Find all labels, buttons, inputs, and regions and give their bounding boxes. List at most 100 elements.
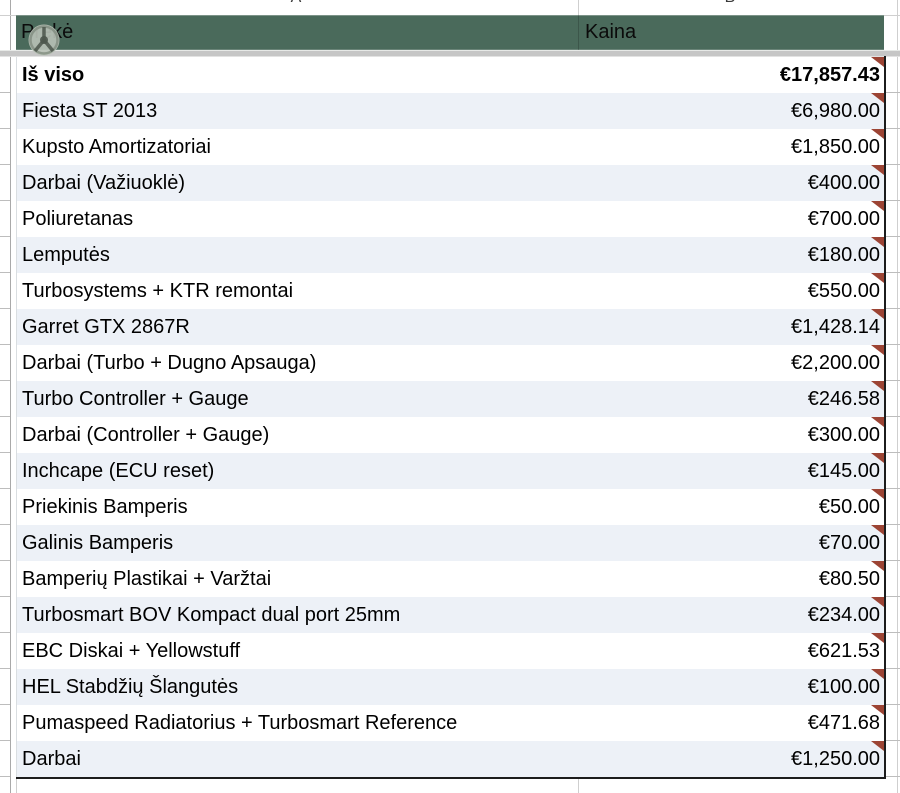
note-indicator-icon [871, 165, 884, 175]
price-cell-text: €700.00 [807, 208, 880, 230]
table-row[interactable]: HEL Stabdžių Šlangutės €100.00 [17, 669, 884, 705]
note-indicator-icon [871, 57, 884, 67]
price-cell[interactable]: €1,428.14 [580, 309, 884, 345]
price-cell[interactable]: €550.00 [580, 273, 884, 309]
table-row[interactable]: Darbai €1,250.00 [17, 741, 884, 777]
product-cell[interactable]: Darbai [22, 748, 81, 770]
price-cell[interactable]: €2,200.00 [580, 345, 884, 381]
gridline-col-ab-top [578, 0, 579, 15]
table-header-row: Prekė Kaina [16, 15, 884, 50]
price-cell-text: €2,200.00 [791, 352, 880, 374]
table-row[interactable]: Lemputės €180.00 [17, 237, 884, 273]
price-cell[interactable]: €400.00 [580, 165, 884, 201]
note-indicator-icon [871, 597, 884, 607]
table-row[interactable]: Priekinis Bamperis €50.00 [17, 489, 884, 525]
column-letter-a[interactable]: A [285, 0, 307, 7]
note-indicator-icon [871, 453, 884, 463]
product-cell[interactable]: Bamperių Plastikai + Varžtai [22, 568, 272, 590]
price-cell-text: €1,428.14 [791, 316, 880, 338]
table-row[interactable]: Inchcape (ECU reset) €145.00 [17, 453, 884, 489]
product-cell[interactable]: Pumaspeed Radiatorius + Turbosmart Refer… [22, 712, 458, 734]
header-cell-product[interactable]: Prekė [16, 15, 578, 50]
product-cell[interactable]: Fiesta ST 2013 [22, 100, 158, 122]
table-row[interactable]: Poliuretanas €700.00 [17, 201, 884, 237]
product-cell[interactable]: Darbai (Važiuoklė) [22, 172, 186, 194]
product-cell[interactable]: Turbosmart BOV Kompact dual port 25mm [22, 604, 401, 626]
price-cell-text: €70.00 [818, 532, 880, 554]
table-row[interactable]: Darbai (Važiuoklė) €400.00 [17, 165, 884, 201]
table-row[interactable]: Turbosmart BOV Kompact dual port 25mm €2… [17, 597, 884, 633]
price-cell-text: €621.53 [807, 640, 880, 662]
header-cell-price[interactable]: Kaina [578, 15, 884, 50]
note-indicator-icon [871, 201, 884, 211]
note-indicator-icon [871, 93, 884, 103]
price-cell[interactable]: €100.00 [580, 669, 884, 705]
table-row[interactable]: Darbai (Controller + Gauge) €300.00 [17, 417, 884, 453]
table-row[interactable]: Fiesta ST 2013 €6,980.00 [17, 93, 884, 129]
table-right-border [884, 56, 886, 779]
price-cell[interactable]: €17,857.43 [580, 57, 884, 93]
product-cell[interactable]: Lemputės [22, 244, 110, 266]
note-indicator-icon [871, 705, 884, 715]
note-indicator-icon [871, 561, 884, 571]
price-cell-text: €17,857.43 [779, 64, 880, 86]
gridline-below-mid [578, 779, 579, 793]
product-cell[interactable]: Turbosystems + KTR remontai [22, 280, 294, 302]
product-cell[interactable]: EBC Diskai + Yellowstuff [22, 640, 241, 662]
product-cell[interactable]: Garret GTX 2867R [22, 316, 190, 338]
table-row[interactable]: Bamperių Plastikai + Varžtai €80.50 [17, 561, 884, 597]
price-cell-text: €180.00 [807, 244, 880, 266]
product-cell[interactable]: Poliuretanas [22, 208, 134, 230]
price-cell[interactable]: €246.58 [580, 381, 884, 417]
frozen-row-divider[interactable] [0, 50, 900, 57]
product-cell[interactable]: Kupsto Amortizatoriai [22, 136, 211, 158]
gridline-header-top-left [0, 15, 16, 16]
price-cell[interactable]: €145.00 [580, 453, 884, 489]
price-cell[interactable]: €70.00 [580, 525, 884, 561]
price-cell[interactable]: €234.00 [580, 597, 884, 633]
product-cell[interactable]: Darbai (Controller + Gauge) [22, 424, 270, 446]
price-cell-text: €300.00 [807, 424, 880, 446]
price-cell-text: €246.58 [807, 388, 880, 410]
note-indicator-icon [871, 525, 884, 535]
table-row[interactable]: Turbo Controller + Gauge €246.58 [17, 381, 884, 417]
note-indicator-icon [871, 345, 884, 355]
table-row[interactable]: Pumaspeed Radiatorius + Turbosmart Refer… [17, 705, 884, 741]
column-letter-b[interactable]: B [719, 0, 741, 7]
product-cell[interactable]: Galinis Bamperis [22, 532, 174, 554]
product-cell[interactable]: Darbai (Turbo + Dugno Apsauga) [22, 352, 317, 374]
product-cell[interactable]: Priekinis Bamperis [22, 496, 188, 518]
table-row[interactable]: Turbosystems + KTR remontai €550.00 [17, 273, 884, 309]
price-cell[interactable]: €80.50 [580, 561, 884, 597]
note-indicator-icon [871, 633, 884, 643]
price-cell[interactable]: €6,980.00 [580, 93, 884, 129]
note-indicator-icon [871, 129, 884, 139]
table-row[interactable]: Darbai (Turbo + Dugno Apsauga) €2,200.00 [17, 345, 884, 381]
product-cell[interactable]: HEL Stabdžių Šlangutės [22, 676, 239, 698]
price-cell[interactable]: €621.53 [580, 633, 884, 669]
price-cell[interactable]: €50.00 [580, 489, 884, 525]
table-row[interactable]: Galinis Bamperis €70.00 [17, 525, 884, 561]
price-cell[interactable]: €471.68 [580, 705, 884, 741]
table-row[interactable]: Kupsto Amortizatoriai €1,850.00 [17, 129, 884, 165]
price-cell-text: €145.00 [807, 460, 880, 482]
price-cell[interactable]: €700.00 [580, 201, 884, 237]
price-cell[interactable]: €1,850.00 [580, 129, 884, 165]
right-gridline-strip [886, 57, 900, 777]
table-row[interactable]: EBC Diskai + Yellowstuff €621.53 [17, 633, 884, 669]
note-indicator-icon [871, 489, 884, 499]
column-header-strip: A B [0, 0, 900, 15]
product-cell[interactable]: Turbo Controller + Gauge [22, 388, 249, 410]
gridline-row-header [10, 0, 11, 793]
note-indicator-icon [871, 381, 884, 391]
price-cell[interactable]: €180.00 [580, 237, 884, 273]
price-cell[interactable]: €300.00 [580, 417, 884, 453]
price-cell-text: €1,850.00 [791, 136, 880, 158]
table-row[interactable]: Iš viso €17,857.43 [17, 57, 884, 93]
price-cell[interactable]: €1,250.00 [580, 741, 884, 777]
product-cell[interactable]: Inchcape (ECU reset) [22, 460, 215, 482]
table-row[interactable]: Garret GTX 2867R €1,428.14 [17, 309, 884, 345]
price-cell-text: €550.00 [807, 280, 880, 302]
left-gridline-strip [0, 57, 10, 777]
product-cell[interactable]: Iš viso [22, 64, 85, 86]
